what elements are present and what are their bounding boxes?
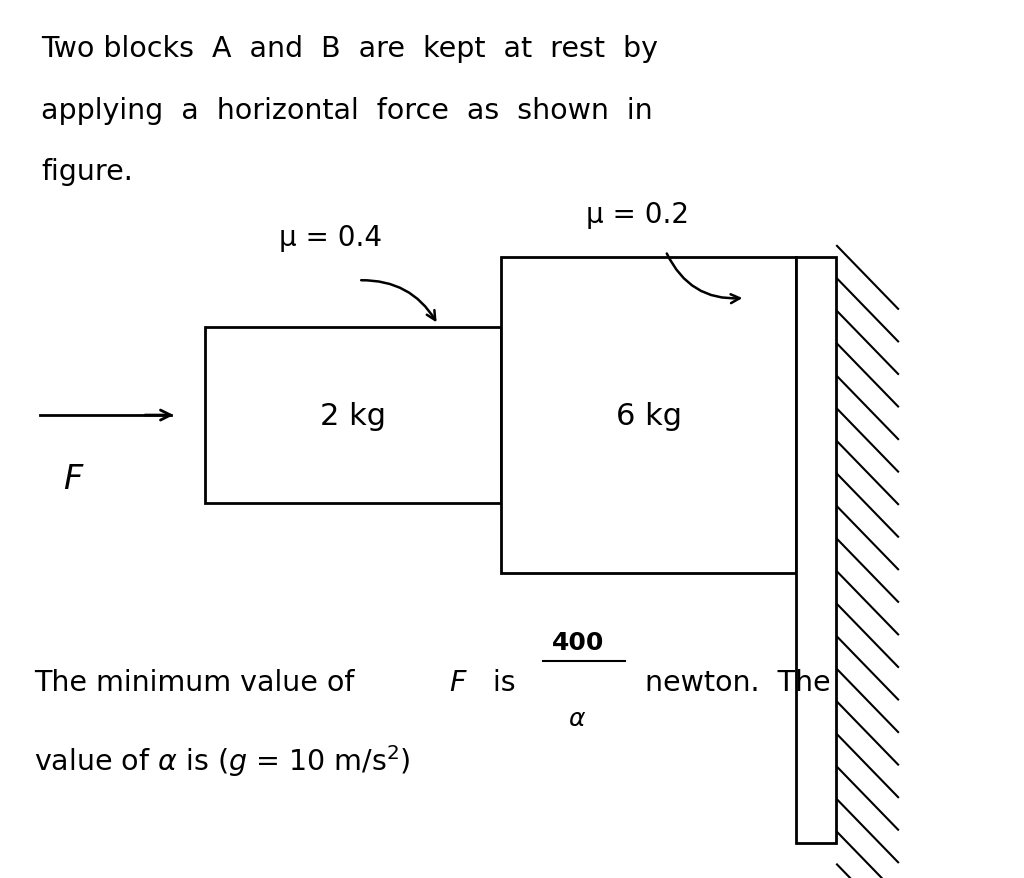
- Text: 6 kg: 6 kg: [615, 401, 682, 430]
- Text: 400: 400: [552, 630, 604, 654]
- Text: figure.: figure.: [41, 158, 133, 186]
- Text: Two blocks  A  and  B  are  kept  at  rest  by: Two blocks A and B are kept at rest by: [41, 35, 658, 63]
- Text: newton.  The: newton. The: [636, 668, 830, 696]
- Text: $F$: $F$: [62, 463, 84, 495]
- Bar: [205, 327, 501, 503]
- Text: applying  a  horizontal  force  as  shown  in: applying a horizontal force as shown in: [41, 97, 652, 125]
- Bar: [797, 257, 837, 843]
- Text: $F$: $F$: [450, 668, 468, 696]
- Text: μ = 0.2: μ = 0.2: [586, 200, 689, 228]
- Text: The minimum value of: The minimum value of: [34, 668, 364, 696]
- Bar: [501, 257, 797, 573]
- Text: value of $\alpha$ is ($g$ = 10 m/s$^2$): value of $\alpha$ is ($g$ = 10 m/s$^2$): [34, 743, 411, 779]
- Text: is: is: [483, 668, 515, 696]
- Text: μ = 0.4: μ = 0.4: [279, 224, 382, 252]
- Text: $\alpha$: $\alpha$: [567, 706, 586, 730]
- Text: 2 kg: 2 kg: [319, 401, 386, 430]
